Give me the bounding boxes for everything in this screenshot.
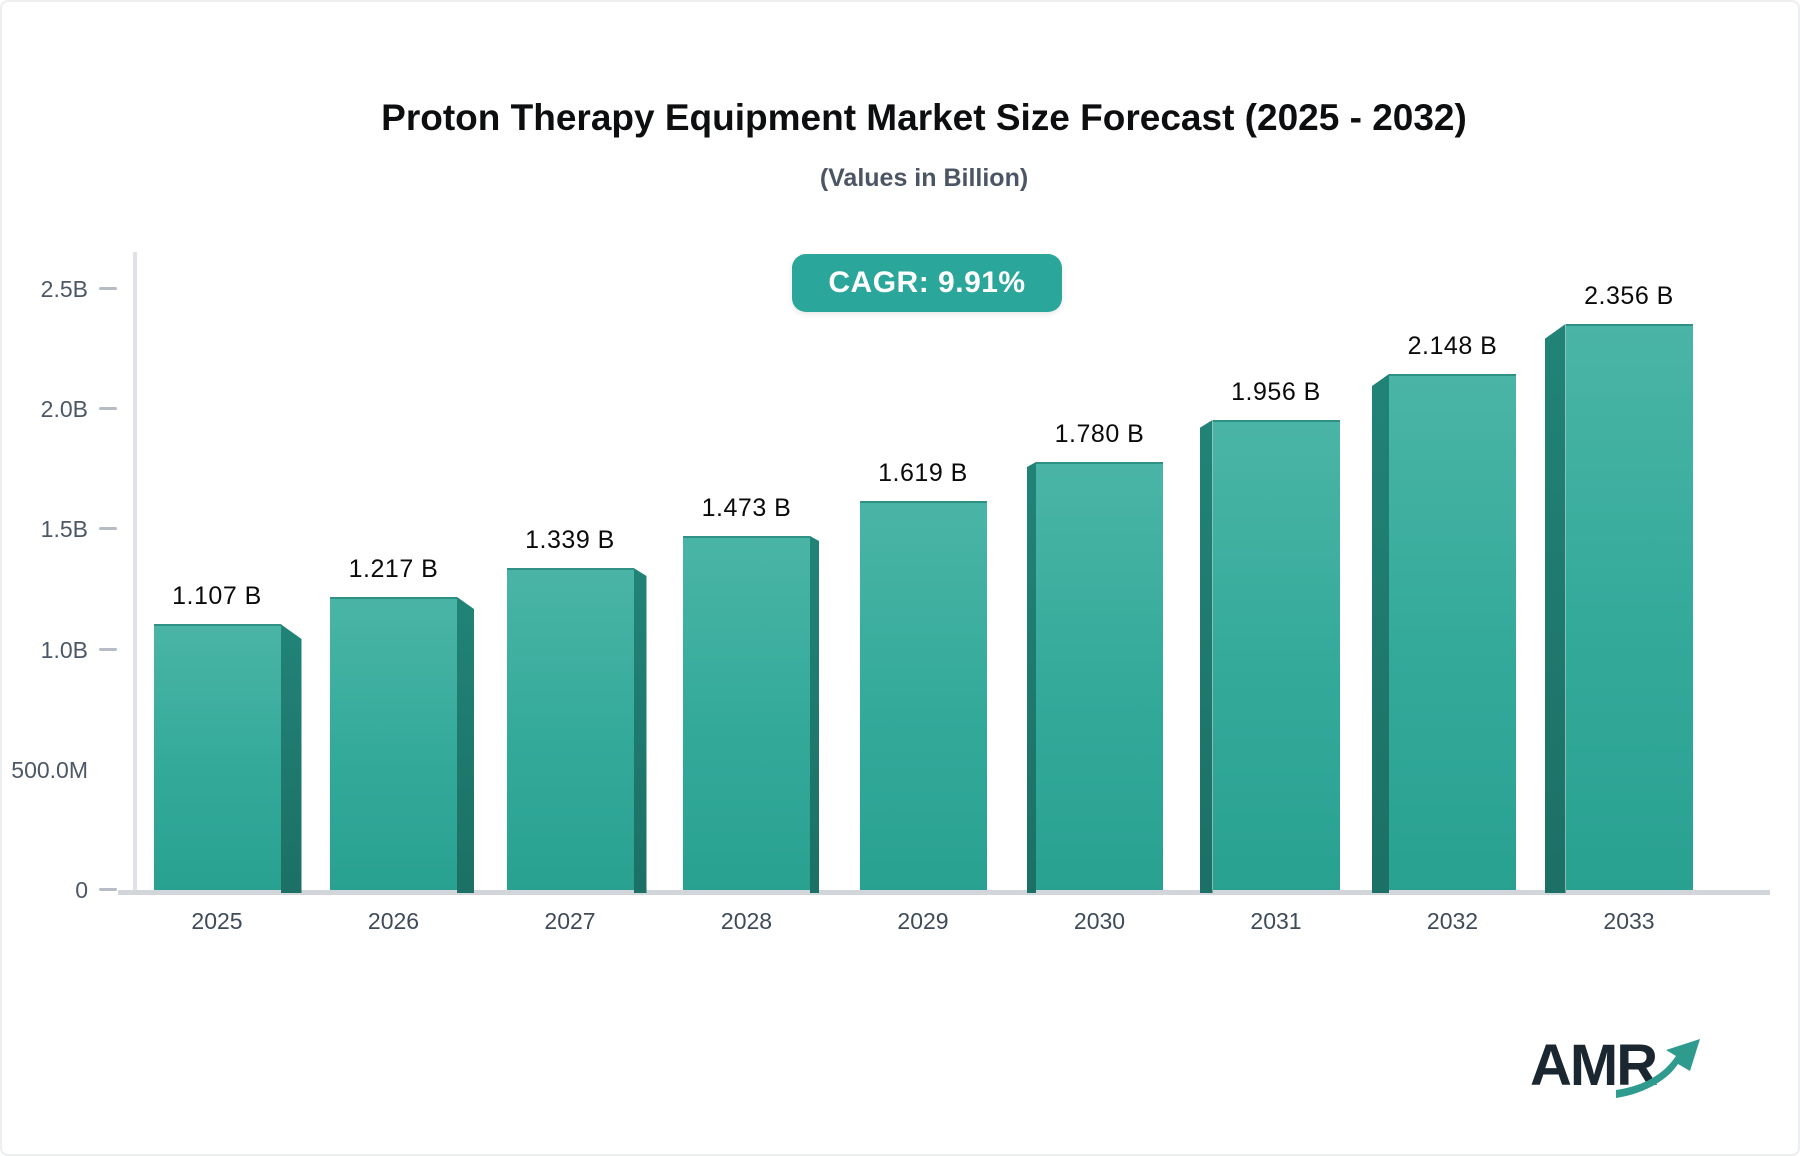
- bar-value-2032: 2.148 B: [1407, 332, 1498, 360]
- cagr-badge-label: CAGR: 9.91%: [828, 266, 1026, 299]
- cagr-badge: CAGR: 9.91%: [792, 254, 1062, 312]
- chart-subtitle: (Values in Billion): [819, 164, 1029, 192]
- bar-side-2028: [810, 536, 819, 893]
- x-label-2027: 2027: [544, 908, 596, 934]
- x-label-2026: 2026: [367, 908, 420, 934]
- bar-value-2030: 1.780 B: [1054, 420, 1145, 448]
- bar-side-2031: [1199, 420, 1213, 893]
- bar-2031: [1212, 420, 1340, 890]
- bar-value-2025: 1.107 B: [172, 582, 262, 610]
- y-axis-label-1.0B: 1.0B: [40, 637, 88, 663]
- bar-value-2027: 1.339 B: [525, 526, 615, 554]
- bar-value-2031: 1.956 B: [1231, 378, 1321, 406]
- x-label-2028: 2028: [720, 908, 773, 934]
- bar-2030: [1036, 462, 1163, 890]
- x-label-2031: 2031: [1250, 908, 1302, 934]
- bar-2028: [683, 536, 810, 890]
- y-tick-1.0B: [99, 648, 117, 651]
- x-axis-line: [118, 890, 1770, 895]
- bar-2032: [1389, 374, 1516, 890]
- bar-side-2033: [1544, 324, 1566, 893]
- x-label-2029: 2029: [897, 908, 949, 934]
- y-axis-label-500.0M: 500.0M: [11, 757, 88, 783]
- bar-2025: [153, 624, 281, 890]
- bar-side-2032: [1372, 374, 1389, 893]
- bar-side-2026: [457, 597, 474, 893]
- x-label-2025: 2025: [191, 908, 243, 934]
- x-label-2033: 2033: [1603, 908, 1655, 934]
- bar-side-2030: [1027, 462, 1036, 893]
- bar-2033: [1565, 324, 1693, 890]
- x-label-2032: 2032: [1426, 908, 1479, 934]
- bar-side-2027: [633, 568, 647, 893]
- y-axis-label-1.5B: 1.5B: [40, 516, 88, 542]
- y-axis-label-0: 0: [75, 877, 88, 903]
- y-tick-2.5B: [99, 287, 117, 290]
- bar-2026: [330, 597, 457, 890]
- y-axis-line: [133, 252, 137, 892]
- y-tick-1.5B: [99, 527, 117, 530]
- growth-arrow-icon: [1616, 1039, 1700, 1098]
- y-axis-label-2.5B: 2.5B: [40, 276, 88, 302]
- bar-value-2026: 1.217 B: [348, 555, 439, 583]
- x-label-2030: 2030: [1073, 908, 1126, 934]
- bar-side-2025: [280, 624, 302, 893]
- chart-title: Proton Therapy Equipment Market Size For…: [381, 97, 1467, 138]
- bar-value-2029: 1.619 B: [878, 459, 968, 487]
- bar-2027: [506, 568, 634, 890]
- amr-logo: AMR: [1530, 1032, 1730, 1112]
- y-tick-0: [99, 888, 117, 891]
- bar-2029: [859, 501, 987, 890]
- y-axis-label-2.0B: 2.0B: [40, 396, 88, 422]
- y-tick-2.0B: [99, 407, 117, 410]
- bar-value-2028: 1.473 B: [701, 494, 792, 522]
- bar-value-2033: 2.356 B: [1584, 282, 1674, 310]
